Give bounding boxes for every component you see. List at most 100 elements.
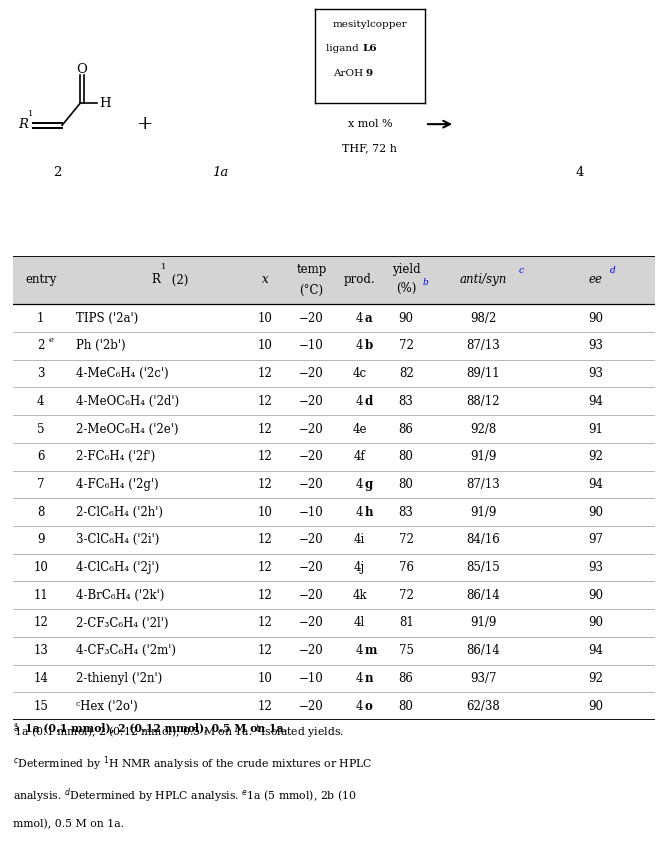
Text: 4: 4 bbox=[576, 166, 584, 179]
Text: 4: 4 bbox=[356, 394, 363, 408]
Text: −20: −20 bbox=[299, 617, 324, 630]
Text: $^c$Determined by $^1$H NMR analysis of the crude mixtures or HPLC: $^c$Determined by $^1$H NMR analysis of … bbox=[13, 755, 373, 773]
Text: 93/7: 93/7 bbox=[470, 672, 496, 685]
Text: c: c bbox=[518, 266, 523, 275]
Text: R: R bbox=[152, 273, 160, 286]
Text: b: b bbox=[422, 278, 428, 287]
Text: b: b bbox=[365, 339, 373, 353]
Text: 82: 82 bbox=[399, 367, 413, 380]
Text: h: h bbox=[365, 505, 373, 519]
Text: −20: −20 bbox=[299, 699, 324, 712]
Text: 91/9: 91/9 bbox=[470, 617, 496, 630]
Text: 92/8: 92/8 bbox=[470, 423, 496, 435]
Text: 90: 90 bbox=[588, 617, 603, 630]
Text: 6: 6 bbox=[37, 450, 44, 463]
Text: 72: 72 bbox=[399, 533, 413, 546]
Text: 91: 91 bbox=[588, 423, 603, 435]
Text: m: m bbox=[365, 644, 377, 657]
Text: 4e: 4e bbox=[353, 423, 367, 435]
Text: +: + bbox=[137, 115, 153, 133]
Text: 11: 11 bbox=[33, 589, 48, 602]
Text: 4-BrC₆H₄ ('2k'): 4-BrC₆H₄ ('2k') bbox=[75, 589, 164, 602]
Text: 94: 94 bbox=[588, 394, 603, 408]
Text: 10: 10 bbox=[33, 561, 48, 574]
Text: 10: 10 bbox=[258, 672, 273, 685]
Text: 2-FC₆H₄ ('2f'): 2-FC₆H₄ ('2f') bbox=[75, 450, 155, 463]
Text: anti/syn: anti/syn bbox=[460, 273, 507, 286]
Text: 90: 90 bbox=[588, 699, 603, 712]
Text: 4-FC₆H₄ ('2g'): 4-FC₆H₄ ('2g') bbox=[75, 478, 158, 491]
Text: −20: −20 bbox=[299, 394, 324, 408]
Text: 4: 4 bbox=[356, 478, 363, 491]
Text: temp: temp bbox=[297, 263, 327, 276]
Text: 10: 10 bbox=[258, 339, 273, 353]
Text: 12: 12 bbox=[258, 450, 273, 463]
Text: 93: 93 bbox=[588, 339, 603, 353]
Text: 12: 12 bbox=[258, 478, 273, 491]
Text: 97: 97 bbox=[588, 533, 603, 546]
Text: o: o bbox=[365, 699, 373, 712]
Text: 12: 12 bbox=[258, 617, 273, 630]
Text: 10: 10 bbox=[258, 505, 273, 519]
Text: 4-ClC₆H₄ ('2j'): 4-ClC₆H₄ ('2j') bbox=[75, 561, 159, 574]
Text: g: g bbox=[365, 478, 373, 491]
Text: 1a: 1a bbox=[212, 166, 228, 179]
Text: 4: 4 bbox=[356, 339, 363, 353]
Text: 86/14: 86/14 bbox=[466, 644, 500, 657]
Text: 7: 7 bbox=[37, 478, 44, 491]
Text: 4l: 4l bbox=[354, 617, 365, 630]
Text: (%): (%) bbox=[396, 282, 416, 295]
Text: −20: −20 bbox=[299, 423, 324, 435]
Text: 86/14: 86/14 bbox=[466, 589, 500, 602]
Text: −20: −20 bbox=[299, 450, 324, 463]
Text: TIPS ('2a'): TIPS ('2a') bbox=[75, 312, 138, 325]
Text: 3-ClC₆H₄ ('2i'): 3-ClC₆H₄ ('2i') bbox=[75, 533, 159, 546]
Text: Ph ('2b'): Ph ('2b') bbox=[75, 339, 125, 353]
Text: (°C): (°C) bbox=[299, 284, 323, 296]
Text: ᶜHex ('2o'): ᶜHex ('2o') bbox=[75, 699, 138, 712]
Text: 87/13: 87/13 bbox=[466, 478, 500, 491]
Text: 4-MeC₆H₄ ('2c'): 4-MeC₆H₄ ('2c') bbox=[75, 367, 168, 380]
Text: 2-ClC₆H₄ ('2h'): 2-ClC₆H₄ ('2h') bbox=[75, 505, 162, 519]
Text: 1: 1 bbox=[161, 263, 166, 272]
Text: −20: −20 bbox=[299, 644, 324, 657]
Text: prod.: prod. bbox=[344, 273, 375, 286]
Text: −20: −20 bbox=[299, 367, 324, 380]
Text: analysis. $^d$Determined by HPLC analysis. $^e$1a (5 mmol), 2b (10: analysis. $^d$Determined by HPLC analysi… bbox=[13, 786, 357, 805]
Text: −10: −10 bbox=[299, 505, 324, 519]
Text: d: d bbox=[609, 266, 615, 275]
Text: 4: 4 bbox=[37, 394, 44, 408]
Text: H: H bbox=[99, 97, 111, 110]
Text: 86: 86 bbox=[399, 423, 413, 435]
Text: 4i: 4i bbox=[354, 533, 365, 546]
Text: 85/15: 85/15 bbox=[466, 561, 500, 574]
Text: 1: 1 bbox=[28, 111, 33, 118]
Text: 90: 90 bbox=[399, 312, 413, 325]
Text: ee: ee bbox=[589, 273, 603, 286]
Text: R: R bbox=[18, 118, 28, 130]
Text: 93: 93 bbox=[588, 561, 603, 574]
Text: 4: 4 bbox=[356, 312, 363, 325]
Text: 12: 12 bbox=[258, 394, 273, 408]
Text: 72: 72 bbox=[399, 339, 413, 353]
Text: 4-MeOC₆H₄ ('2d'): 4-MeOC₆H₄ ('2d') bbox=[75, 394, 178, 408]
Text: 92: 92 bbox=[588, 672, 603, 685]
Text: 4j: 4j bbox=[354, 561, 365, 574]
Text: 4: 4 bbox=[356, 672, 363, 685]
Text: O: O bbox=[77, 63, 88, 76]
Text: n: n bbox=[365, 672, 373, 685]
Text: 94: 94 bbox=[588, 644, 603, 657]
Text: 80: 80 bbox=[399, 699, 413, 712]
Text: 2-thienyl ('2n'): 2-thienyl ('2n') bbox=[75, 672, 162, 685]
Text: 91/9: 91/9 bbox=[470, 505, 496, 519]
Text: entry: entry bbox=[25, 273, 56, 286]
Text: 86: 86 bbox=[399, 672, 413, 685]
Text: 8: 8 bbox=[37, 505, 44, 519]
Text: 83: 83 bbox=[399, 505, 413, 519]
Text: x mol %: x mol % bbox=[347, 119, 392, 130]
Text: 93: 93 bbox=[588, 367, 603, 380]
Text: 12: 12 bbox=[258, 699, 273, 712]
Text: 4f: 4f bbox=[354, 450, 365, 463]
Text: 92: 92 bbox=[588, 450, 603, 463]
Text: −20: −20 bbox=[299, 312, 324, 325]
